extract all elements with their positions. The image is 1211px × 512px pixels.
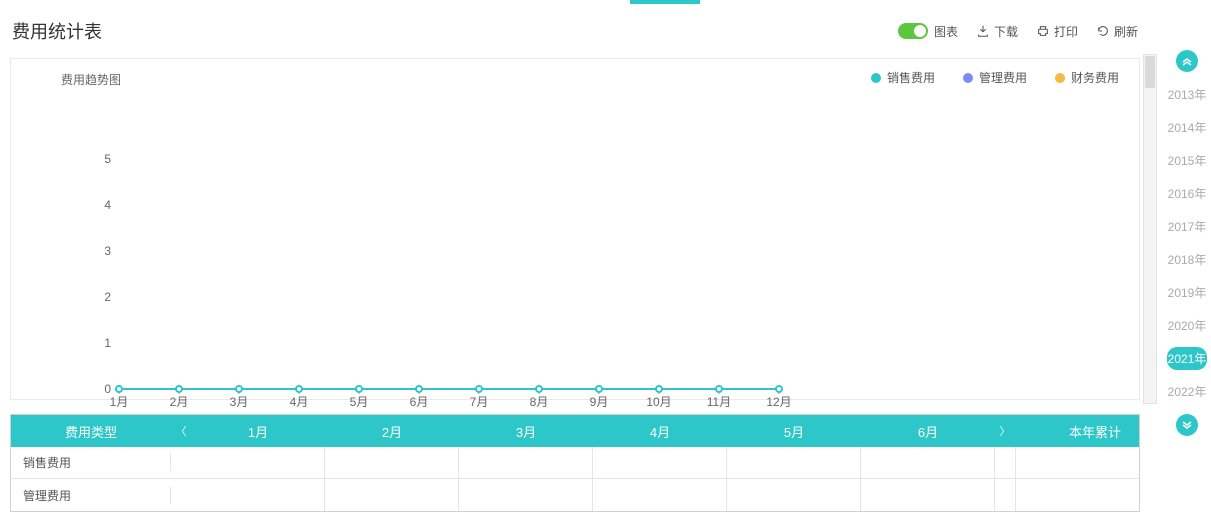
series-marker xyxy=(595,385,603,393)
year-item[interactable]: 2020年 xyxy=(1163,309,1211,342)
cell xyxy=(459,447,593,478)
series-line-sales xyxy=(119,388,779,390)
col-month-5: 5月 xyxy=(727,422,861,441)
refresh-label: 刷新 xyxy=(1114,23,1138,40)
legend-label-fin: 财务费用 xyxy=(1071,69,1119,86)
legend-item-sales[interactable]: 销售费用 xyxy=(871,69,935,86)
legend-item-fin[interactable]: 财务费用 xyxy=(1055,69,1119,86)
table-row: 销售费用 xyxy=(11,447,1139,479)
chevron-up-double-icon xyxy=(1181,55,1193,67)
print-label: 打印 xyxy=(1054,23,1078,40)
table-header-row: 费用类型 〈 1月 2月 3月 4月 5月 6月 〉 本年累计 xyxy=(11,415,1139,447)
y-tick-label: 1 xyxy=(104,336,119,350)
top-accent-bar xyxy=(630,0,700,4)
y-tick-label: 3 xyxy=(104,244,119,258)
col-month-2: 2月 xyxy=(325,422,459,441)
year-item[interactable]: 2021年 xyxy=(1167,347,1207,370)
series-marker xyxy=(415,385,423,393)
y-tick-label: 5 xyxy=(104,152,119,166)
table-row: 管理费用 xyxy=(11,479,1139,511)
print-button[interactable]: 打印 xyxy=(1036,23,1078,40)
year-scroll-up-button[interactable] xyxy=(1176,50,1198,72)
series-marker xyxy=(115,385,123,393)
cell-total xyxy=(1015,447,1175,478)
chevron-down-double-icon xyxy=(1181,419,1193,431)
col-type: 费用类型 xyxy=(11,422,171,441)
print-icon xyxy=(1036,24,1050,38)
scrollbar-thumb[interactable] xyxy=(1145,56,1155,88)
series-marker xyxy=(295,385,303,393)
refresh-icon xyxy=(1096,24,1110,38)
toggle-switch-icon[interactable] xyxy=(898,23,928,39)
year-item[interactable]: 2017年 xyxy=(1163,210,1211,243)
chart-toggle-action[interactable]: 图表 xyxy=(898,23,958,40)
year-item[interactable]: 2019年 xyxy=(1163,276,1211,309)
legend-dot-mgmt xyxy=(963,73,973,83)
vertical-scrollbar[interactable] xyxy=(1143,54,1157,404)
series-marker xyxy=(535,385,543,393)
cell xyxy=(325,479,459,511)
legend-label-sales: 销售费用 xyxy=(887,69,935,86)
cell xyxy=(593,447,727,478)
cell-total xyxy=(1015,479,1175,511)
cell xyxy=(727,447,861,478)
download-label: 下载 xyxy=(994,23,1018,40)
legend-item-mgmt[interactable]: 管理费用 xyxy=(963,69,1027,86)
legend-label-mgmt: 管理费用 xyxy=(979,69,1027,86)
header-actions: 图表 下载 打印 刷新 xyxy=(898,23,1138,40)
cell xyxy=(325,447,459,478)
y-tick-label: 4 xyxy=(104,198,119,212)
series-marker xyxy=(355,385,363,393)
cell xyxy=(191,447,325,478)
chart-legend: 销售费用 管理费用 财务费用 xyxy=(871,69,1119,86)
year-item[interactable]: 2016年 xyxy=(1163,177,1211,210)
cell xyxy=(459,479,593,511)
col-month-3: 3月 xyxy=(459,422,593,441)
cell xyxy=(861,447,995,478)
cell xyxy=(861,479,995,511)
cell xyxy=(593,479,727,511)
chart-plot-area: 0123451月2月3月4月5月6月7月8月9月10月11月12月 xyxy=(119,159,779,389)
refresh-button[interactable]: 刷新 xyxy=(1096,23,1138,40)
series-marker xyxy=(175,385,183,393)
col-month-4: 4月 xyxy=(593,422,727,441)
year-item[interactable]: 2022年 xyxy=(1163,375,1211,408)
download-button[interactable]: 下载 xyxy=(976,23,1018,40)
year-item[interactable]: 2018年 xyxy=(1163,243,1211,276)
year-scroll-down-button[interactable] xyxy=(1176,414,1198,436)
series-marker xyxy=(715,385,723,393)
series-marker xyxy=(655,385,663,393)
col-total: 本年累计 xyxy=(1015,422,1175,441)
download-icon xyxy=(976,24,990,38)
row-label-sales: 销售费用 xyxy=(11,454,171,471)
legend-dot-sales xyxy=(871,73,881,83)
series-marker xyxy=(475,385,483,393)
year-list: 2013年2014年2015年2016年2017年2018年2019年2020年… xyxy=(1163,78,1211,408)
months-next-button[interactable]: 〉 xyxy=(995,423,1015,439)
year-item[interactable]: 2015年 xyxy=(1163,144,1211,177)
expense-table: 费用类型 〈 1月 2月 3月 4月 5月 6月 〉 本年累计 销售费用 管理费… xyxy=(10,414,1140,512)
year-item[interactable]: 2014年 xyxy=(1163,111,1211,144)
months-prev-button[interactable]: 〈 xyxy=(171,423,191,439)
row-label-mgmt: 管理费用 xyxy=(11,487,171,504)
year-item[interactable]: 2013年 xyxy=(1163,78,1211,111)
page-header: 费用统计表 图表 下载 打印 刷新 xyxy=(10,18,1140,58)
cell xyxy=(727,479,861,511)
legend-dot-fin xyxy=(1055,73,1065,83)
series-marker xyxy=(775,385,783,393)
cell xyxy=(191,479,325,511)
col-month-1: 1月 xyxy=(191,422,325,441)
chart-card: 费用趋势图 销售费用 管理费用 财务费用 0123451月2月3月4月5月6月7… xyxy=(10,58,1140,400)
page-title: 费用统计表 xyxy=(12,18,102,44)
col-month-6: 6月 xyxy=(861,422,995,441)
y-tick-label: 2 xyxy=(104,290,119,304)
series-marker xyxy=(235,385,243,393)
year-sidebar: 2013年2014年2015年2016年2017年2018年2019年2020年… xyxy=(1163,50,1211,442)
chart-toggle-label: 图表 xyxy=(934,23,958,40)
